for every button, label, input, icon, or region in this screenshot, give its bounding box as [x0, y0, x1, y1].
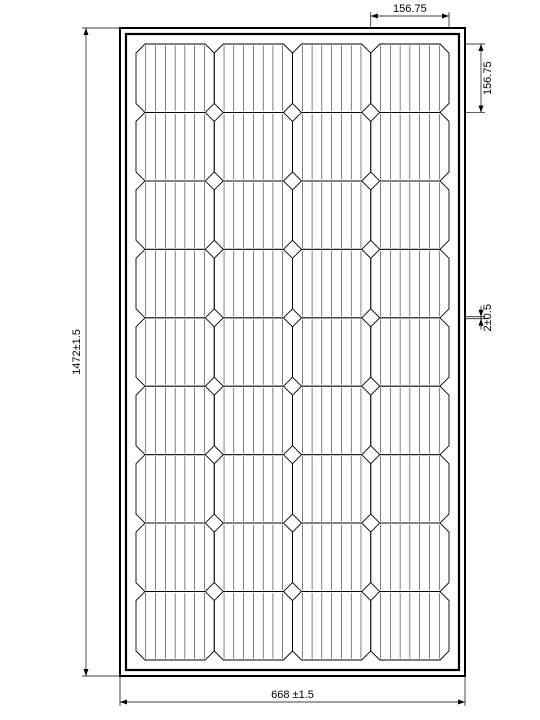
width-dimension: 668 ±1.5 — [271, 689, 314, 701]
cell-width-dimension: 156.75 — [393, 3, 427, 15]
height-dimension: 1472±1.5 — [71, 329, 83, 375]
cell-grid — [136, 44, 449, 660]
gap-dimension: 2±0.5 — [482, 304, 494, 331]
solar-panel-drawing: 668 ±1.5 1472±1.5 156.75 156.75 2±0.5 — [0, 0, 540, 720]
drawing-canvas: 668 ±1.5 1472±1.5 156.75 156.75 2±0.5 — [0, 0, 540, 720]
cell-height-dimension: 156.75 — [482, 61, 494, 95]
